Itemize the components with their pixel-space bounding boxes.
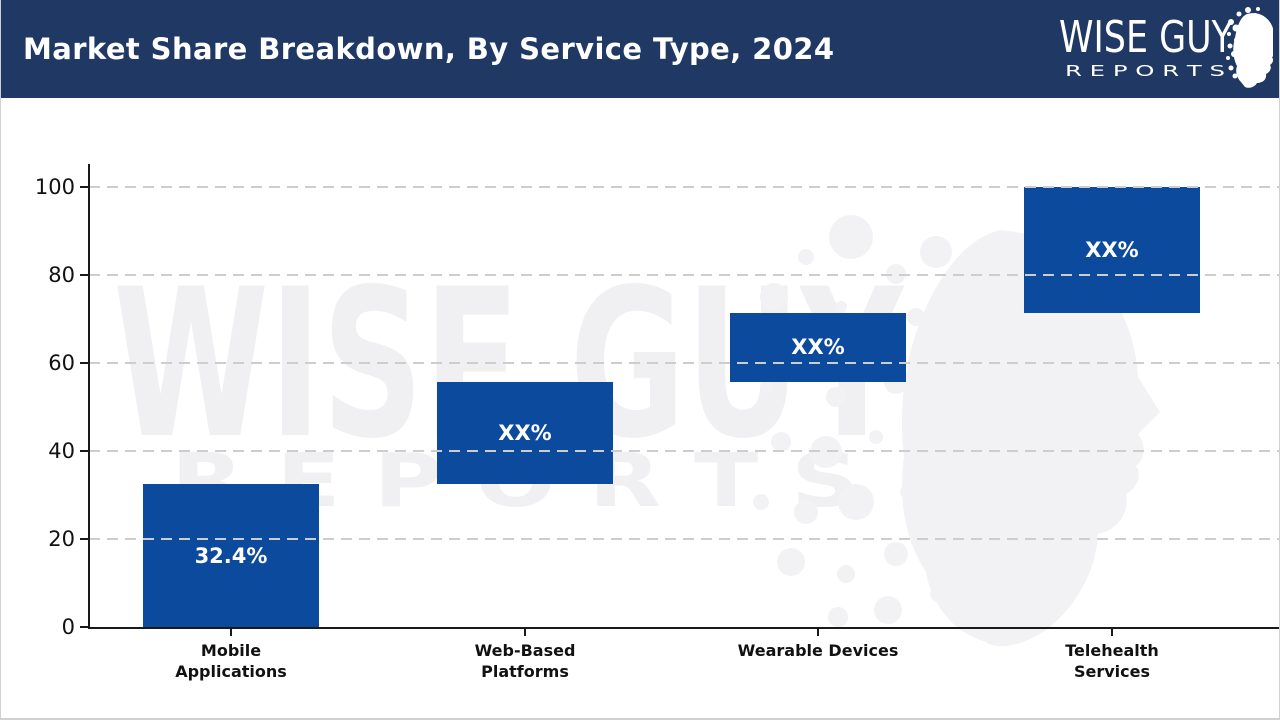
y-tick-mark: [80, 538, 88, 540]
y-tick-label: 0: [61, 615, 75, 639]
y-tick-label: 20: [48, 527, 75, 551]
y-tick-mark: [80, 274, 88, 276]
wiseguy-logo-graphic: WISE GUY R E P O R T S: [1059, 7, 1277, 88]
gridline: [89, 274, 1279, 276]
y-tick-mark: [80, 186, 88, 188]
category-label: Telehealth Services: [1065, 641, 1159, 682]
wiseguy-logo: WISE GUY R E P O R T S: [1021, 4, 1277, 94]
y-axis-line: [88, 164, 90, 629]
category-label: Web-Based Platforms: [474, 641, 576, 682]
y-tick-mark: [80, 626, 88, 628]
gridline: [89, 450, 1279, 452]
category-label: Mobile Applications: [175, 641, 287, 682]
gridline: [89, 538, 1279, 540]
wiseguy-face-icon: [1226, 7, 1277, 88]
x-tick-mark: [524, 629, 526, 636]
bar-value-label: XX%: [498, 421, 552, 446]
x-tick-mark: [817, 629, 819, 636]
logo-text-wiseguy: WISE GUY: [1059, 12, 1233, 63]
y-tick-label: 40: [48, 439, 75, 463]
header: Market Share Breakdown, By Service Type,…: [1, 0, 1279, 98]
y-tick-label: 100: [34, 175, 75, 199]
logo-text-reports: R E P O R T S: [1065, 62, 1225, 80]
x-axis-line: [88, 627, 1279, 629]
bar-segment: [143, 484, 319, 627]
bar-value-label: XX%: [1085, 237, 1139, 262]
y-tick-mark: [80, 362, 88, 364]
gridline: [89, 362, 1279, 364]
bar-segment: [437, 381, 613, 485]
y-tick-label: 80: [48, 263, 75, 287]
x-tick-mark: [230, 629, 232, 636]
category-label: Wearable Devices: [737, 641, 899, 660]
bar-value-label: XX%: [791, 335, 845, 360]
y-tick-mark: [80, 450, 88, 452]
x-tick-mark: [1111, 629, 1113, 636]
y-tick-label: 60: [48, 351, 75, 375]
gridline: [89, 186, 1279, 188]
page-title: Market Share Breakdown, By Service Type,…: [23, 32, 835, 66]
bar-value-label: 32.4%: [194, 543, 268, 568]
